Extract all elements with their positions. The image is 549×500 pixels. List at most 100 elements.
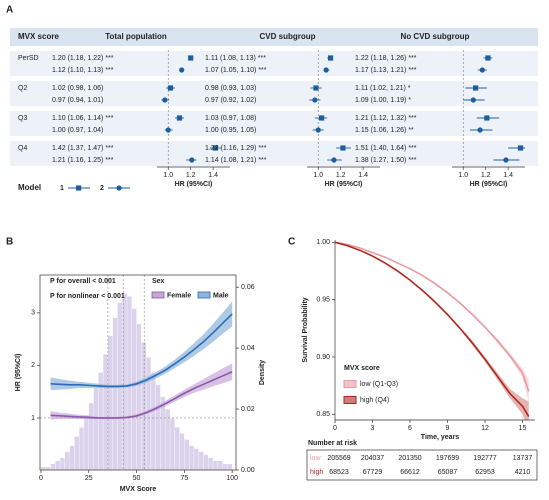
- histogram-bar: [126, 296, 132, 470]
- marker: [517, 145, 524, 151]
- row-band: [10, 81, 538, 106]
- header-band: [10, 28, 538, 46]
- histogram-bar: [59, 457, 66, 470]
- histogram-bar: [208, 457, 214, 470]
- y2-tick-label: 0.00: [241, 467, 255, 474]
- histogram-bar: [189, 445, 195, 470]
- value-label: 1.00 (0.95, 1.05): [205, 127, 256, 134]
- legend-marker: [116, 185, 122, 191]
- marker: [327, 55, 334, 61]
- value-label: 1.09 (1.00, 1.19) *: [355, 97, 411, 104]
- value-label: 1.22 (1.18, 1.26) ***: [355, 55, 417, 62]
- value-label: 1.38 (1.27, 1.50) ***: [355, 157, 417, 164]
- plot-frame: [39, 274, 237, 471]
- marker: [162, 97, 168, 103]
- y2-tick-label: 0.06: [241, 284, 255, 291]
- row-header: MVX score: [18, 32, 59, 41]
- value-label: 0.97 (0.92, 1.02): [205, 97, 256, 104]
- marker: [188, 55, 194, 61]
- legend-marker: [76, 185, 82, 191]
- x-tick-label: 0: [39, 475, 43, 482]
- histogram-bar: [150, 372, 156, 470]
- marker: [331, 157, 337, 163]
- histogram-bar: [64, 451, 70, 470]
- plot-area: [309, 50, 351, 167]
- y-tick-label: 0.90: [316, 354, 330, 361]
- value-label: 1.11 (1.02, 1.21) *: [355, 85, 411, 92]
- marker: [485, 55, 491, 61]
- annotation: P for nonlinear < 0.001: [50, 293, 125, 300]
- line: [335, 241, 530, 417]
- y-tick-label: 1.00: [316, 239, 330, 246]
- histogram-bar: [212, 460, 218, 470]
- x-tick-label: 1.2: [186, 172, 196, 179]
- y2-axis-label: Density: [259, 360, 266, 385]
- histogram-bar: [74, 436, 80, 470]
- marker: [484, 115, 490, 121]
- x-tick-label: 75: [180, 475, 188, 482]
- marker: [189, 157, 195, 163]
- confidence-band: [50, 301, 233, 391]
- marker: [477, 127, 483, 133]
- panel-label: C: [288, 237, 295, 248]
- row-band: [10, 111, 538, 136]
- legend-title: MVX score: [344, 365, 380, 372]
- value-label: 1.02 (0.98, 1.06): [52, 85, 103, 92]
- histogram-bar: [112, 317, 118, 470]
- y-axis-label: HR (95%CI): [15, 354, 22, 392]
- value-label: 1.51 (1.40, 1.64) ***: [355, 145, 417, 152]
- y-tick-label: 1: [31, 415, 35, 422]
- risk-row-label: high: [310, 469, 323, 476]
- risk-table-frame: [306, 449, 538, 481]
- histogram-bar: [83, 415, 89, 470]
- histogram-bar: [193, 448, 199, 470]
- histogram-bar: [174, 427, 180, 470]
- x-axis-label: HR (95%CI): [175, 181, 213, 188]
- marker: [313, 85, 319, 91]
- x-tick-label: 12: [481, 425, 489, 432]
- row-label: Q2: [18, 85, 27, 92]
- plot-area: [335, 241, 530, 420]
- histogram-bar: [184, 439, 190, 470]
- row-label: PerSD: [18, 55, 39, 62]
- marker: [503, 157, 509, 163]
- x-tick-label: 15: [519, 425, 527, 432]
- panel-label: A: [6, 5, 13, 16]
- panel-title: CVD subgroup: [260, 32, 316, 41]
- value-label: 1.17 (1.13, 1.21) ***: [355, 67, 417, 74]
- x-tick-label: 100: [226, 475, 238, 482]
- value-label: 1.10 (1.06, 1.14) ***: [52, 115, 114, 122]
- risk-value: 68523: [329, 469, 349, 476]
- histogram-bar: [69, 445, 75, 470]
- histogram-bar: [203, 454, 209, 470]
- risk-value: 65087: [438, 469, 458, 476]
- histogram-bar: [227, 463, 233, 470]
- histogram-bar: [179, 433, 185, 470]
- legend-title: Model: [18, 183, 41, 192]
- risk-value: 197699: [436, 455, 459, 462]
- legend-label: high (Q4): [360, 397, 389, 404]
- legend-label: 1: [60, 185, 64, 192]
- marker: [179, 67, 185, 73]
- histogram-bar: [93, 387, 99, 470]
- risk-value: 62953: [475, 469, 495, 476]
- histogram-bar: [50, 463, 56, 470]
- value-label: 1.14 (1.08, 1.21) ***: [205, 157, 267, 164]
- legend-label: Female: [167, 292, 191, 299]
- legend-label: Male: [213, 292, 229, 299]
- x-tick-label: 25: [85, 475, 93, 482]
- x-axis-label: Time, years: [421, 434, 460, 441]
- legend-swatch: [343, 380, 357, 388]
- x-tick-label: 1.4: [208, 172, 218, 179]
- y2-tick-label: 0.04: [241, 345, 255, 352]
- legend-label: low (Q1-Q3): [360, 381, 398, 388]
- line: [50, 313, 233, 388]
- histogram-bar: [155, 384, 161, 470]
- histogram-bar: [169, 418, 175, 470]
- risk-value: 204037: [361, 455, 384, 462]
- risk-value: 4210: [515, 469, 531, 476]
- confidence-band: [50, 363, 233, 420]
- histogram-bar: [79, 427, 85, 470]
- x-tick-label: 6: [408, 425, 412, 432]
